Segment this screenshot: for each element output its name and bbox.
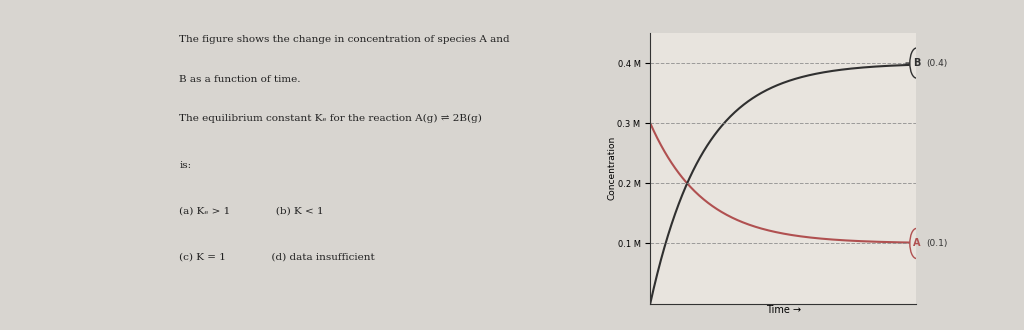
- Text: (0.4): (0.4): [927, 58, 948, 68]
- Text: (a) Kₑ > 1              (b) K < 1: (a) Kₑ > 1 (b) K < 1: [179, 207, 324, 216]
- Y-axis label: Concentration: Concentration: [607, 136, 616, 200]
- Text: B: B: [912, 58, 921, 68]
- X-axis label: Time →: Time →: [766, 305, 801, 315]
- Text: B as a function of time.: B as a function of time.: [179, 75, 301, 84]
- Circle shape: [910, 228, 924, 258]
- Text: The equilibrium constant Kₑ for the reaction A(g) ⇌ 2B(g): The equilibrium constant Kₑ for the reac…: [179, 114, 482, 123]
- Text: A: A: [912, 239, 921, 248]
- Text: The figure shows the change in concentration of species A and: The figure shows the change in concentra…: [179, 35, 510, 44]
- Text: (c) K = 1              (d) data insufficient: (c) K = 1 (d) data insufficient: [179, 253, 375, 262]
- Text: is:: is:: [179, 160, 191, 170]
- Circle shape: [910, 48, 924, 78]
- Text: (0.1): (0.1): [927, 239, 948, 248]
